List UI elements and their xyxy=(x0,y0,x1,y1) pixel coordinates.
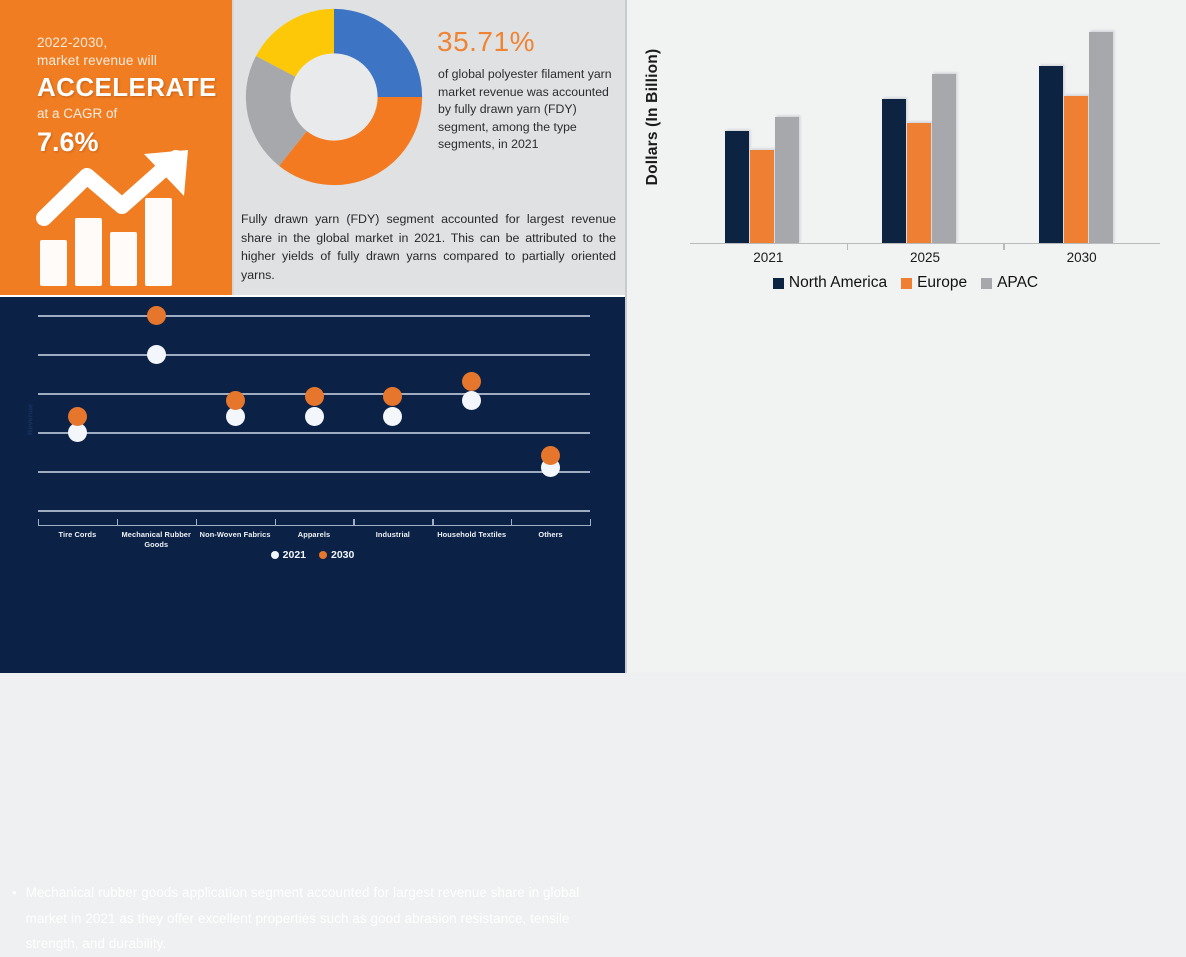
gridline-3 xyxy=(38,432,590,434)
data-point-2030-apparels xyxy=(304,387,324,407)
legend-dot xyxy=(270,551,279,559)
x-axis-line xyxy=(38,525,590,527)
bar-chart-axis-mark xyxy=(846,243,848,250)
data-point-2030-industrial xyxy=(383,387,403,407)
bar-chart-tick-2030: 2030 xyxy=(1066,250,1097,265)
bar-europe-2025 xyxy=(907,122,931,244)
legend-label: 2030 xyxy=(331,549,355,561)
bullet-marker: • xyxy=(12,885,17,900)
dot-chart-tick-non-woven-fabrics: Non-Woven Fabrics xyxy=(199,530,271,539)
data-point-2021-tire-cords xyxy=(67,422,87,442)
bar-legend-item-europe: Europe xyxy=(901,274,967,292)
x-axis-mark xyxy=(353,519,355,526)
donut-svg xyxy=(245,8,423,186)
x-axis-mark xyxy=(116,519,119,526)
data-point-2030-others xyxy=(541,445,561,465)
dot-chart-legend: 2021 2030 xyxy=(0,549,625,561)
legend-label: Europe xyxy=(917,274,968,291)
cagr-value: 7.6% xyxy=(37,127,99,157)
revenue-intro-label: market revenue will xyxy=(37,53,158,68)
fdy-share-percent: 35.71% xyxy=(437,26,535,57)
legend-label: 2021 xyxy=(282,549,306,561)
legend-swatch xyxy=(772,277,784,289)
application-segment-dot-chart: Revenue Tire Cords Mechanical Rubber Good… xyxy=(0,297,625,567)
bar-chart-tick-2025: 2025 xyxy=(909,250,941,265)
bar-north-america-2021 xyxy=(725,130,750,244)
donut-hole xyxy=(290,53,378,141)
x-axis-mark xyxy=(195,519,197,526)
dot-chart-tick-others: Others xyxy=(538,530,563,539)
regional-revenue-chart-panel: Dollars (In Billion) 2021 2025 2030 North … xyxy=(625,0,1186,297)
horizontal-divider xyxy=(0,295,625,297)
gridline-1 xyxy=(38,354,590,356)
donut-slice xyxy=(245,55,334,166)
dot-legend-item-2021: 2021 xyxy=(270,549,306,561)
bar-chart-axis-mark xyxy=(1003,243,1005,250)
legend-label: APAC xyxy=(997,274,1039,291)
x-axis-mark xyxy=(274,519,276,526)
bar-apac-2025 xyxy=(932,74,956,244)
bar-north-america-2030 xyxy=(1038,66,1063,244)
bar-chart-tick-2021: 2021 xyxy=(753,250,784,265)
data-point-2021-household-textiles xyxy=(462,391,482,411)
cagr-prefix-label: at a CAGR of xyxy=(37,106,118,121)
x-axis-mark xyxy=(511,519,513,526)
cagr-text-block: 2022-2030, market revenue will ACCELERAT… xyxy=(37,34,227,159)
application-insight-text: Mechanical rubber goods application segm… xyxy=(25,885,580,951)
data-point-2021-apparels xyxy=(304,406,324,426)
x-axis-mark xyxy=(432,519,434,526)
bar-north-america-2025 xyxy=(882,99,906,244)
bar-chart-legend: North America Europe APAC xyxy=(625,274,1186,292)
vertical-divider-inner xyxy=(232,0,234,297)
accelerate-headline: ACCELERATE xyxy=(37,72,217,102)
bar-europe-2030 xyxy=(1063,96,1088,244)
dot-chart-tick-household-textiles: Household Textiles xyxy=(437,530,507,539)
bar-legend-item-apac: APAC xyxy=(981,274,1038,292)
data-point-2030-non-woven-fabrics xyxy=(225,391,245,411)
bar-chart-plot-area xyxy=(690,8,1160,244)
dot-chart-y-axis-label: Revenue xyxy=(25,403,35,436)
application-segment-panel: Revenue Tire Cords Mechanical Rubber Good… xyxy=(0,297,625,951)
legend-swatch xyxy=(901,277,913,289)
dot-legend-item-2030: 2030 xyxy=(319,549,354,561)
bar-legend-item-north-america: North America xyxy=(772,274,888,292)
application-insight-bullet: • Mechanical rubber goods application se… xyxy=(12,880,612,957)
dot-chart-tick-industrial: Industrial xyxy=(375,530,410,539)
data-point-2030-household-textiles xyxy=(462,371,482,391)
bar-apac-2021 xyxy=(775,116,800,244)
dot-chart-tick-tire-cords: Tire Cords xyxy=(58,530,97,539)
type-segment-donut-chart xyxy=(245,8,423,186)
growth-arrow-bar-chart-icon xyxy=(36,150,188,286)
data-point-2030-tire-cords xyxy=(67,406,87,426)
type-segment-panel: 35.71% of global polyester filament yarn… xyxy=(232,0,625,297)
data-point-2021-non-woven-fabrics xyxy=(225,406,245,426)
bar-europe-2021 xyxy=(750,149,775,244)
regional-revenue-bar-chart: Dollars (In Billion) 2021 2025 2030 North … xyxy=(625,0,1186,297)
fdy-share-description: of global polyester filament yarn market… xyxy=(438,67,612,152)
regional-insights-panel: Polyester filament yarn market in Asia P… xyxy=(625,297,1186,673)
cagr-highlight-panel: 2022-2030, market revenue will ACCELERAT… xyxy=(0,0,232,297)
dot-chart-tick-mechanical-rubber-goods: Mechanical Rubber Goods xyxy=(121,530,191,549)
gridline-4 xyxy=(38,471,590,473)
data-point-2021-mechanical-rubber-goods xyxy=(146,344,166,364)
bar-chart-x-axis xyxy=(690,243,1160,245)
bar-chart-y-axis-label: Dollars (In Billion) xyxy=(644,48,661,186)
legend-label: North America xyxy=(788,274,888,291)
x-axis-mark xyxy=(590,519,592,526)
dot-chart-tick-apparels: Apparels xyxy=(297,530,331,539)
forecast-period-label: 2022-2030, xyxy=(37,35,108,50)
fdy-insight-paragraph: Fully drawn yarn (FDY) segment accounted… xyxy=(241,212,616,282)
data-point-2021-industrial xyxy=(383,406,403,426)
x-axis-mark xyxy=(38,519,40,526)
vertical-divider xyxy=(625,0,627,673)
legend-dot xyxy=(319,551,327,559)
gridline-0 xyxy=(38,315,590,317)
legend-swatch xyxy=(981,277,993,289)
donut-slice xyxy=(279,97,423,186)
gridline-5 xyxy=(38,510,590,512)
data-point-2030-mechanical-rubber-goods xyxy=(146,305,166,325)
bar-apac-2030 xyxy=(1088,31,1113,244)
